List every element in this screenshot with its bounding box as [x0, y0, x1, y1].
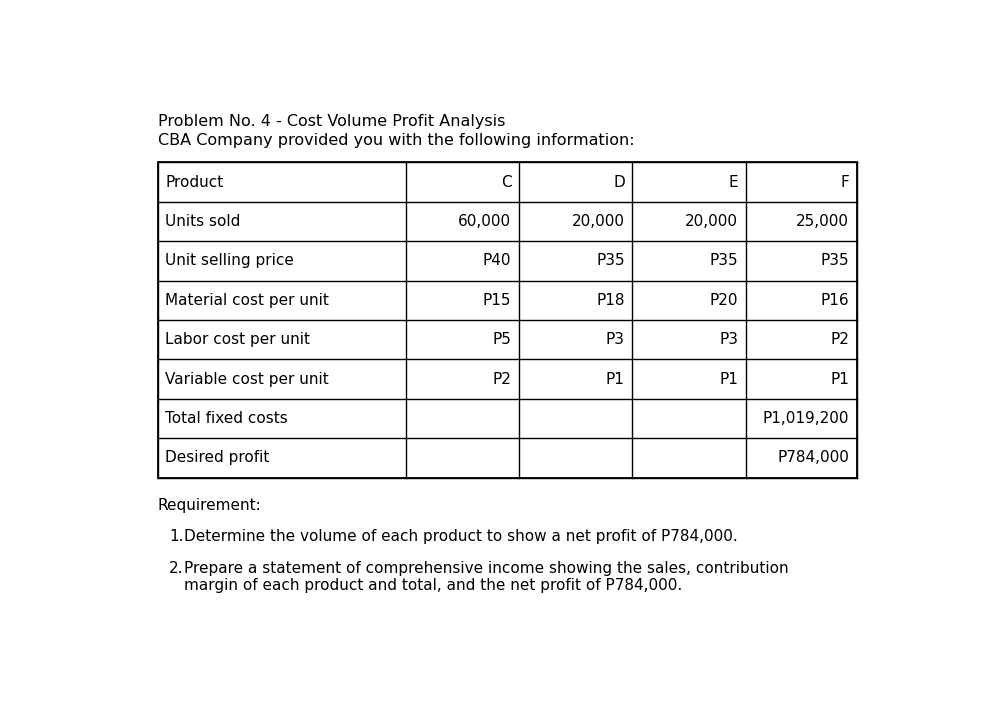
- Text: Problem No. 4 - Cost Volume Profit Analysis: Problem No. 4 - Cost Volume Profit Analy…: [158, 114, 505, 129]
- Text: Total fixed costs: Total fixed costs: [166, 411, 288, 426]
- Text: Desired profit: Desired profit: [166, 451, 269, 465]
- Text: 60,000: 60,000: [458, 214, 512, 229]
- Text: P1,019,200: P1,019,200: [763, 411, 849, 426]
- Text: P784,000: P784,000: [777, 451, 849, 465]
- Text: E: E: [729, 175, 738, 189]
- Text: P15: P15: [483, 293, 512, 308]
- Text: Unit selling price: Unit selling price: [166, 253, 294, 268]
- Text: F: F: [840, 175, 849, 189]
- Text: P1: P1: [605, 372, 625, 387]
- Text: P18: P18: [597, 293, 625, 308]
- Text: 2.: 2.: [170, 561, 183, 576]
- Text: Requirement:: Requirement:: [158, 498, 261, 513]
- Text: P35: P35: [597, 253, 625, 268]
- Text: P1: P1: [830, 372, 849, 387]
- Text: Units sold: Units sold: [166, 214, 241, 229]
- Text: 20,000: 20,000: [572, 214, 625, 229]
- Text: P5: P5: [493, 332, 512, 347]
- Text: 25,000: 25,000: [796, 214, 849, 229]
- Text: P1: P1: [719, 372, 738, 387]
- Text: P2: P2: [830, 332, 849, 347]
- Text: Determine the volume of each product to show a net profit of P784,000.: Determine the volume of each product to …: [184, 529, 739, 545]
- FancyBboxPatch shape: [158, 163, 857, 477]
- Text: 20,000: 20,000: [685, 214, 738, 229]
- Text: P40: P40: [483, 253, 512, 268]
- Text: P35: P35: [820, 253, 849, 268]
- Text: P20: P20: [710, 293, 738, 308]
- Text: Material cost per unit: Material cost per unit: [166, 293, 329, 308]
- Text: P16: P16: [820, 293, 849, 308]
- Text: P35: P35: [709, 253, 738, 268]
- Text: CBA Company provided you with the following information:: CBA Company provided you with the follow…: [158, 132, 634, 148]
- Text: C: C: [501, 175, 512, 189]
- Text: Variable cost per unit: Variable cost per unit: [166, 372, 329, 387]
- Text: P2: P2: [493, 372, 512, 387]
- Text: 1.: 1.: [170, 529, 183, 545]
- Text: Labor cost per unit: Labor cost per unit: [166, 332, 311, 347]
- Text: D: D: [613, 175, 625, 189]
- Text: Product: Product: [166, 175, 224, 189]
- Text: Prepare a statement of comprehensive income showing the sales, contribution
marg: Prepare a statement of comprehensive inc…: [184, 561, 789, 593]
- Text: P3: P3: [719, 332, 738, 347]
- Text: P3: P3: [605, 332, 625, 347]
